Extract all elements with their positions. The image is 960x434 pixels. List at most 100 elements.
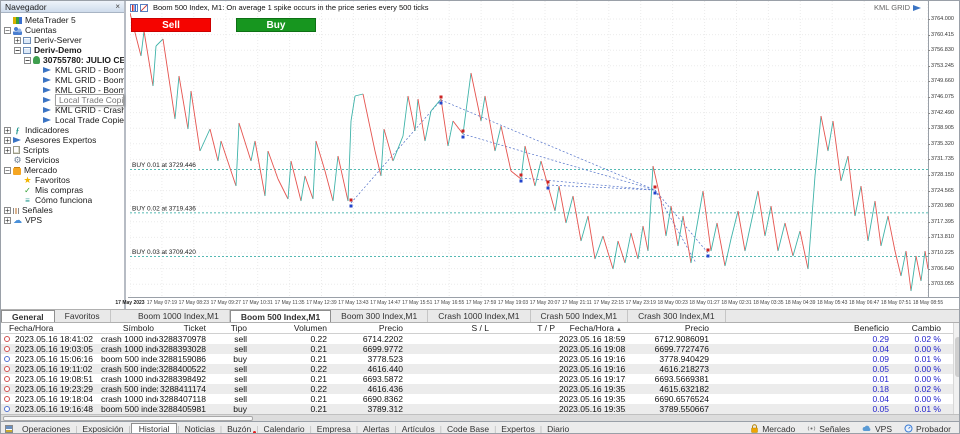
plus-expand-box-icon[interactable]: +	[4, 135, 11, 145]
horizontal-scrollbar[interactable]	[1, 414, 959, 421]
history-row[interactable]: 2023.05.16 19:18:04 crash 1000 index32884…	[1, 394, 959, 404]
toolbox-tab-expertos[interactable]: Expertos	[501, 423, 535, 434]
column-header-fecha-hora-close[interactable]: Fecha/Hora ▲	[569, 323, 622, 333]
nav-item-favoritos[interactable]: ★ Favoritos	[1, 175, 124, 185]
time-axis-label: 17 May 12:39	[306, 300, 337, 306]
history-row[interactable]: 2023.05.16 19:03:05 crash 1000 index32883…	[1, 344, 959, 354]
nav-item-label: KML GRID - Boom 1000 In	[55, 65, 124, 75]
column-header-s-l[interactable]: S / L	[471, 323, 489, 333]
cell-symbol: crash 1000 index	[101, 344, 158, 354]
time-axis[interactable]: 17 May 2023 17 May 07:19 17 May 08:23 17 Ma…	[115, 297, 959, 309]
toolbox-tab-diario[interactable]: Diario	[547, 423, 570, 434]
status-item-mercado[interactable]: Mercado	[750, 424, 795, 433]
nav-item-label: Local Trade Copier EA MT5 -	[55, 94, 124, 106]
history-row[interactable]: 2023.05.16 19:11:02 crash 500 index 328840…	[1, 364, 959, 374]
tab-separator: |	[394, 423, 397, 434]
status-item-vps[interactable]: VPS	[862, 424, 892, 433]
nav-item-kml-grid-boom-500-ind[interactable]: KML GRID - Boom 500 Ind	[1, 75, 124, 85]
cell-open-price: 6699.9772	[362, 344, 403, 354]
nav-item-senales[interactable]: + Señales	[1, 205, 124, 215]
toolbox-tab-empresa[interactable]: Empresa	[316, 423, 351, 434]
toolbox-tab-exposicion[interactable]: Exposición	[82, 423, 124, 434]
nav-item-kml-grid-boom-1000-in[interactable]: KML GRID - Boom 1000 In	[1, 65, 124, 75]
ea-name: KML GRID	[874, 3, 910, 12]
nav-item-asesores-expertos[interactable]: + Asesores Expertos	[1, 135, 124, 145]
sell-button[interactable]: Sell	[131, 18, 211, 32]
toolbox-tab-operaciones[interactable]: Operaciones	[22, 423, 71, 434]
chart-plot[interactable]: BUY 0.01 at 3729.446 BUY 0.02 at 3719.436…	[130, 1, 928, 297]
column-header-precio[interactable]: Precio	[378, 323, 403, 333]
nav-item-metatrader-5[interactable]: MetaTrader 5	[1, 15, 124, 25]
toolbox-tab-alertas[interactable]: Alertas	[363, 423, 390, 434]
nav-item-deriv-server[interactable]: + Deriv-Server	[1, 35, 124, 45]
close-icon[interactable]: ×	[115, 1, 120, 11]
minus-expand-box-icon[interactable]: −	[4, 165, 11, 175]
price-axis[interactable]: 3764.000 3760.415 3756.830 3753.245 3749.660…	[928, 1, 959, 297]
plus-expand-box-icon[interactable]: +	[4, 145, 11, 155]
nav-item-indicadores[interactable]: + ƒ Indicadores	[1, 125, 124, 135]
toolbox-tab-historial[interactable]: Historial	[130, 422, 178, 433]
buy-button[interactable]: Buy	[236, 18, 316, 32]
column-header-precio-close[interactable]: Precio	[684, 323, 709, 333]
column-header-simbolo[interactable]: Símbolo	[122, 323, 154, 333]
horizontal-scrollbar-thumb[interactable]	[3, 416, 253, 421]
nav-item-local-trade-copier-ea-mt5[interactable]: Local Trade Copier EA MT5 -	[1, 94, 124, 106]
vertical-scrollbar[interactable]	[953, 323, 959, 414]
cell-open-time: 2023.05.16 19:08:51	[15, 374, 93, 384]
minus-expand-box-icon[interactable]: −	[4, 25, 11, 35]
cell-change: 0.00 %	[914, 394, 941, 404]
nav-item-mercado[interactable]: − Mercado	[1, 165, 124, 175]
status-item-senales[interactable]: Señales	[807, 424, 850, 433]
toolbox-tab-calendario[interactable]: Calendario	[263, 423, 305, 434]
status-item-probador[interactable]: Probador	[904, 424, 951, 433]
history-row[interactable]: 2023.05.16 19:16:48 boom 500 index 3288405…	[1, 404, 959, 414]
svg-text:BUY 0.02 at 3719.436: BUY 0.02 at 3719.436	[132, 205, 196, 212]
plus-expand-box-icon[interactable]: +	[4, 125, 11, 135]
nav-item-cuentas[interactable]: − Cuentas	[1, 25, 124, 35]
minus-expand-box-icon[interactable]: −	[14, 45, 21, 55]
chart-tab-boom-300-index-m1[interactable]: Boom 300 Index,M1	[331, 310, 429, 322]
toolbox-tab-noticias[interactable]: Noticias	[184, 423, 215, 434]
cell-close-time: 2023.05.16 19:35:11	[559, 404, 626, 414]
column-header-cambio-close[interactable]: Cambio	[911, 323, 941, 333]
nav-item-local-trade-copier-ea-mt[interactable]: Local Trade Copier EA MT	[1, 115, 124, 125]
column-header-volumen[interactable]: Volumen	[293, 323, 327, 333]
chart-tab-boom-1000-index-m1[interactable]: Boom 1000 Index,M1	[128, 310, 230, 322]
column-header-ticket[interactable]: Ticket	[183, 323, 206, 333]
column-header-fecha-hora[interactable]: Fecha/Hora	[9, 323, 54, 333]
nav-item-vps[interactable]: + ☁ VPS	[1, 215, 124, 225]
column-header-tipo[interactable]: Tipo	[230, 323, 247, 333]
history-row[interactable]: 2023.05.16 19:08:51 crash 1000 index32883…	[1, 374, 959, 384]
nav-item-como-funciona[interactable]: ≡ Cómo funciona	[1, 195, 124, 205]
navigator-title: Navegador	[5, 1, 47, 12]
how-icon: ≡	[25, 195, 30, 205]
plus-expand-box-icon[interactable]: +	[4, 205, 11, 215]
nav-item-scripts[interactable]: + Scripts	[1, 145, 124, 155]
column-header-t-p[interactable]: T / P	[537, 323, 555, 333]
history-row[interactable]: 2023.05.16 15:06:16 boom 500 index 3288159…	[1, 354, 959, 364]
time-axis-label: 17 May 15:51	[402, 300, 433, 306]
minus-expand-box-icon[interactable]: −	[24, 55, 31, 65]
plus-expand-box-icon[interactable]: +	[4, 215, 11, 225]
toolbox-tab-articulos[interactable]: Artículos	[401, 423, 435, 434]
nav-item-deriv-demo[interactable]: − Deriv-Demo	[1, 45, 124, 55]
nav-item-30755780-julio-cesar-der[interactable]: − 30755780: JULIO CESAR Der	[1, 55, 124, 65]
column-header-beneficio-close[interactable]: Beneficio	[854, 323, 889, 333]
navigator-tab-general[interactable]: General	[1, 310, 55, 322]
nav-item-mis-compras[interactable]: ✓ Mis compras	[1, 185, 124, 195]
chart-tab-crash-500-index-m1[interactable]: Crash 500 Index,M1	[531, 310, 629, 322]
chart-tab-boom-500-index-m1[interactable]: Boom 500 Index,M1	[229, 310, 332, 322]
history-row[interactable]: 2023.05.16 18:41:02 crash 1000 index32883…	[1, 334, 959, 344]
navigator-tab-favoritos[interactable]: Favoritos	[55, 310, 111, 322]
nav-item-kml-grid-crash-500-ind[interactable]: KML GRID - Crash 500 Ind	[1, 105, 124, 115]
chart-tab-crash-1000-index-m1[interactable]: Crash 1000 Index,M1	[428, 310, 531, 322]
vertical-scrollbar-thumb[interactable]	[955, 337, 959, 377]
chart-tab-crash-300-index-m1[interactable]: Crash 300 Index,M1	[628, 310, 726, 322]
plus-expand-box-icon[interactable]: +	[14, 35, 21, 45]
nav-item-servicios[interactable]: ⚙ Servicios	[1, 155, 124, 165]
toolbox-tab-code-base[interactable]: Code Base	[447, 423, 490, 434]
toolbox-tab-buzon[interactable]: Buzón	[222, 424, 257, 433]
nav-item-kml-grid-boom-300-ind[interactable]: KML GRID - Boom 300 Ind	[1, 85, 124, 95]
history-row[interactable]: 2023.05.16 19:23:29 crash 500 index 328841…	[1, 384, 959, 394]
navigator-titlebar[interactable]: Navegador ×	[1, 1, 124, 13]
